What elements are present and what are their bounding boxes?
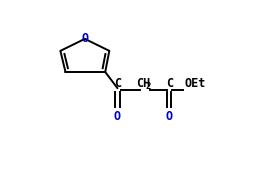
Text: O: O [166,110,173,123]
Text: C: C [166,77,173,90]
Text: O: O [81,32,88,45]
Text: CH: CH [136,77,150,90]
Text: 2: 2 [146,82,151,91]
Text: O: O [114,110,121,123]
Text: C: C [114,77,121,90]
Text: OEt: OEt [184,77,205,90]
